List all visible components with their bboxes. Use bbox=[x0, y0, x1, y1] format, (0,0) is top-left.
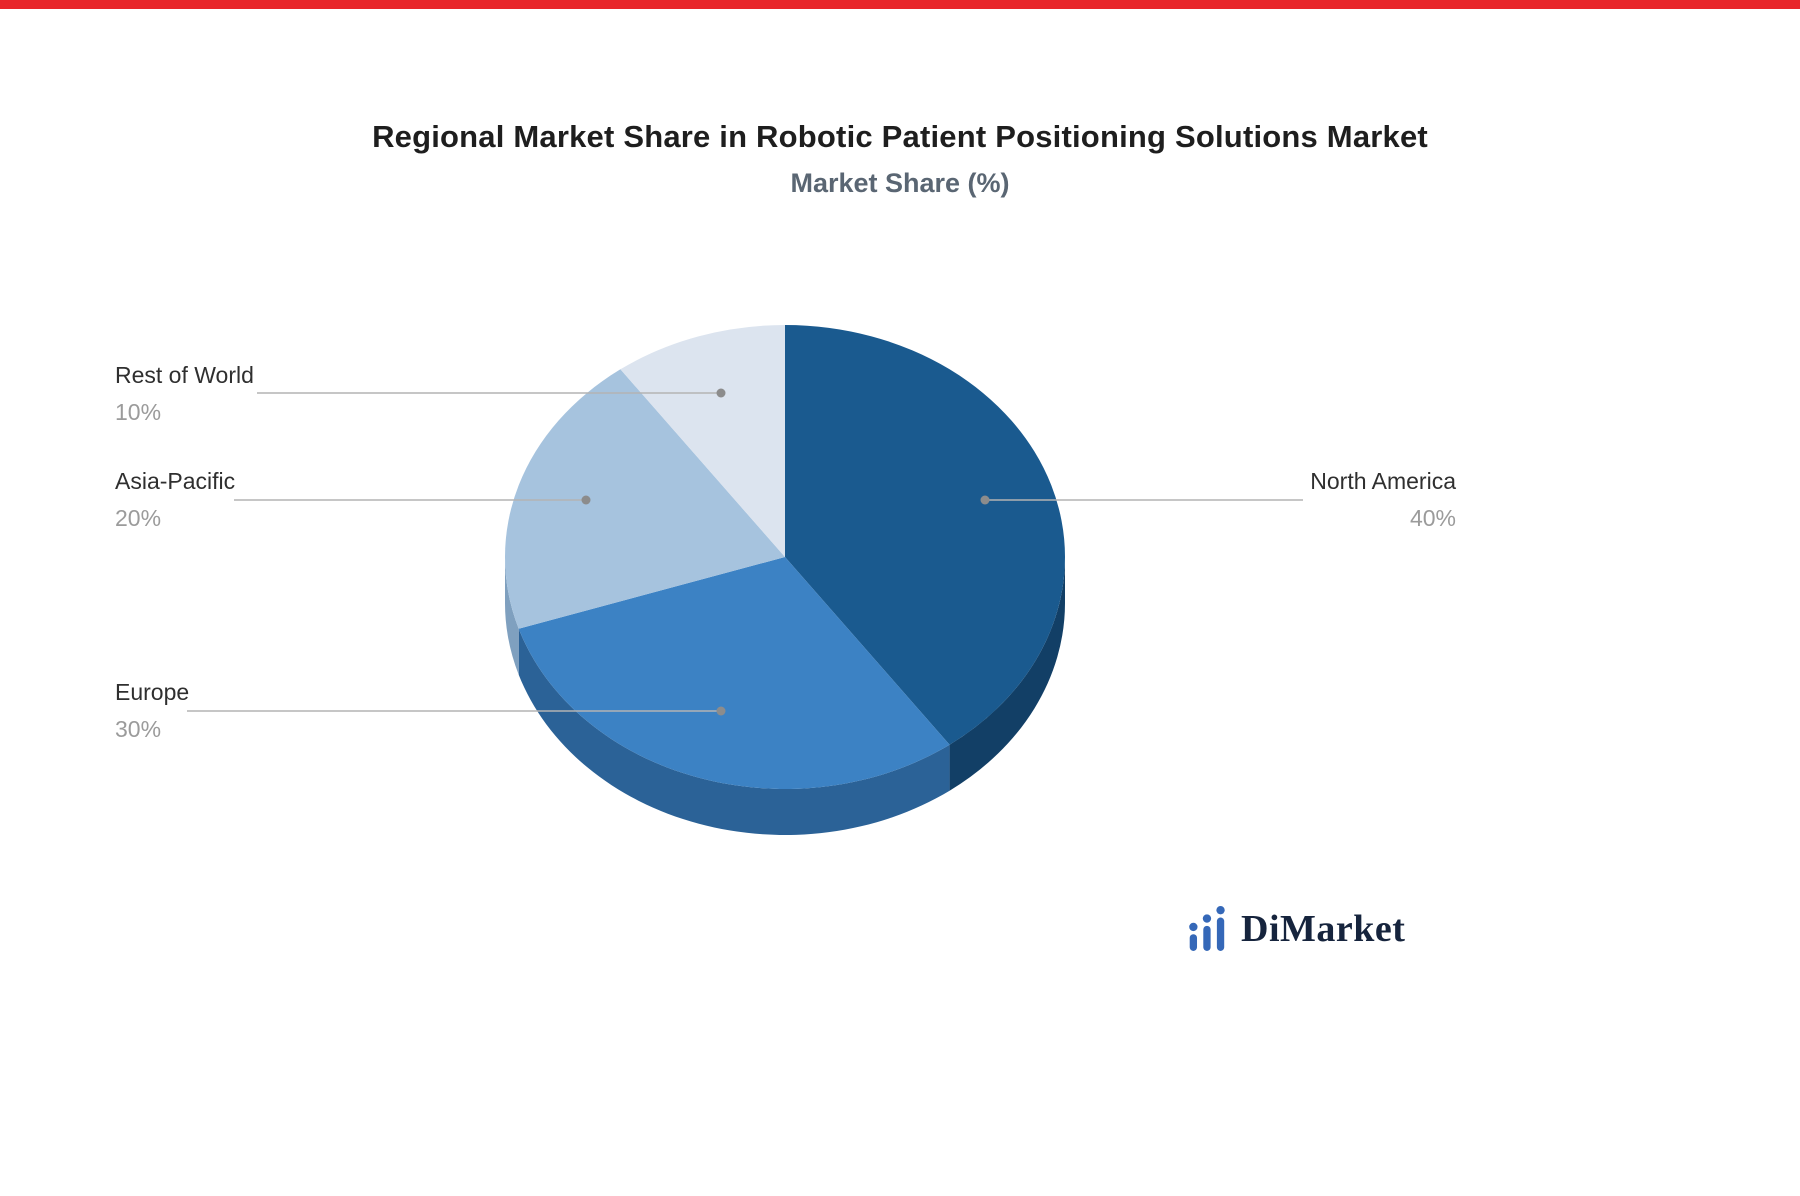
slice-percent: 30% bbox=[115, 716, 162, 742]
slice-label-asia-pacific: Asia-Pacific 20% bbox=[115, 467, 235, 532]
slice-name: Asia-Pacific bbox=[115, 468, 236, 494]
leader-dot-north-america bbox=[980, 495, 990, 505]
leader-dot-asia-pacific bbox=[581, 495, 591, 505]
slice-label-north-america: North America 40% bbox=[1310, 467, 1456, 532]
slice-name: Europe bbox=[115, 679, 190, 705]
slice-percent: 20% bbox=[115, 505, 162, 531]
chart-title: Regional Market Share in Robotic Patient… bbox=[372, 119, 1428, 154]
dimarket-logo: DiMarket bbox=[1186, 906, 1405, 952]
dimarket-logo-icon bbox=[1189, 906, 1225, 951]
chart-subtitle: Market Share (%) bbox=[790, 168, 1010, 198]
pie-slice-rest-of-world bbox=[620, 325, 785, 557]
slice-label-rest-of-world: Rest of World 10% bbox=[115, 361, 254, 426]
pie-slice-depth-europe bbox=[518, 628, 950, 835]
pie-slice-europe bbox=[518, 557, 950, 790]
pie-slice-depth-north-america bbox=[949, 557, 1065, 791]
pie-slice-north-america bbox=[785, 325, 1065, 745]
leader-dot-rest-of-world bbox=[716, 388, 726, 398]
pie-slice-depth-asia-pacific bbox=[505, 557, 519, 675]
leader-dot-europe bbox=[716, 706, 726, 716]
slice-name: North America bbox=[1310, 468, 1456, 494]
slice-percent: 10% bbox=[115, 399, 162, 425]
pie-slice-asia-pacific bbox=[505, 369, 785, 629]
logo-text: DiMarket bbox=[1241, 908, 1406, 950]
slice-label-europe: Europe 30% bbox=[115, 678, 189, 743]
top-border bbox=[0, 0, 1800, 9]
slice-name: Rest of World bbox=[115, 362, 254, 388]
slice-percent: 40% bbox=[1409, 505, 1456, 531]
